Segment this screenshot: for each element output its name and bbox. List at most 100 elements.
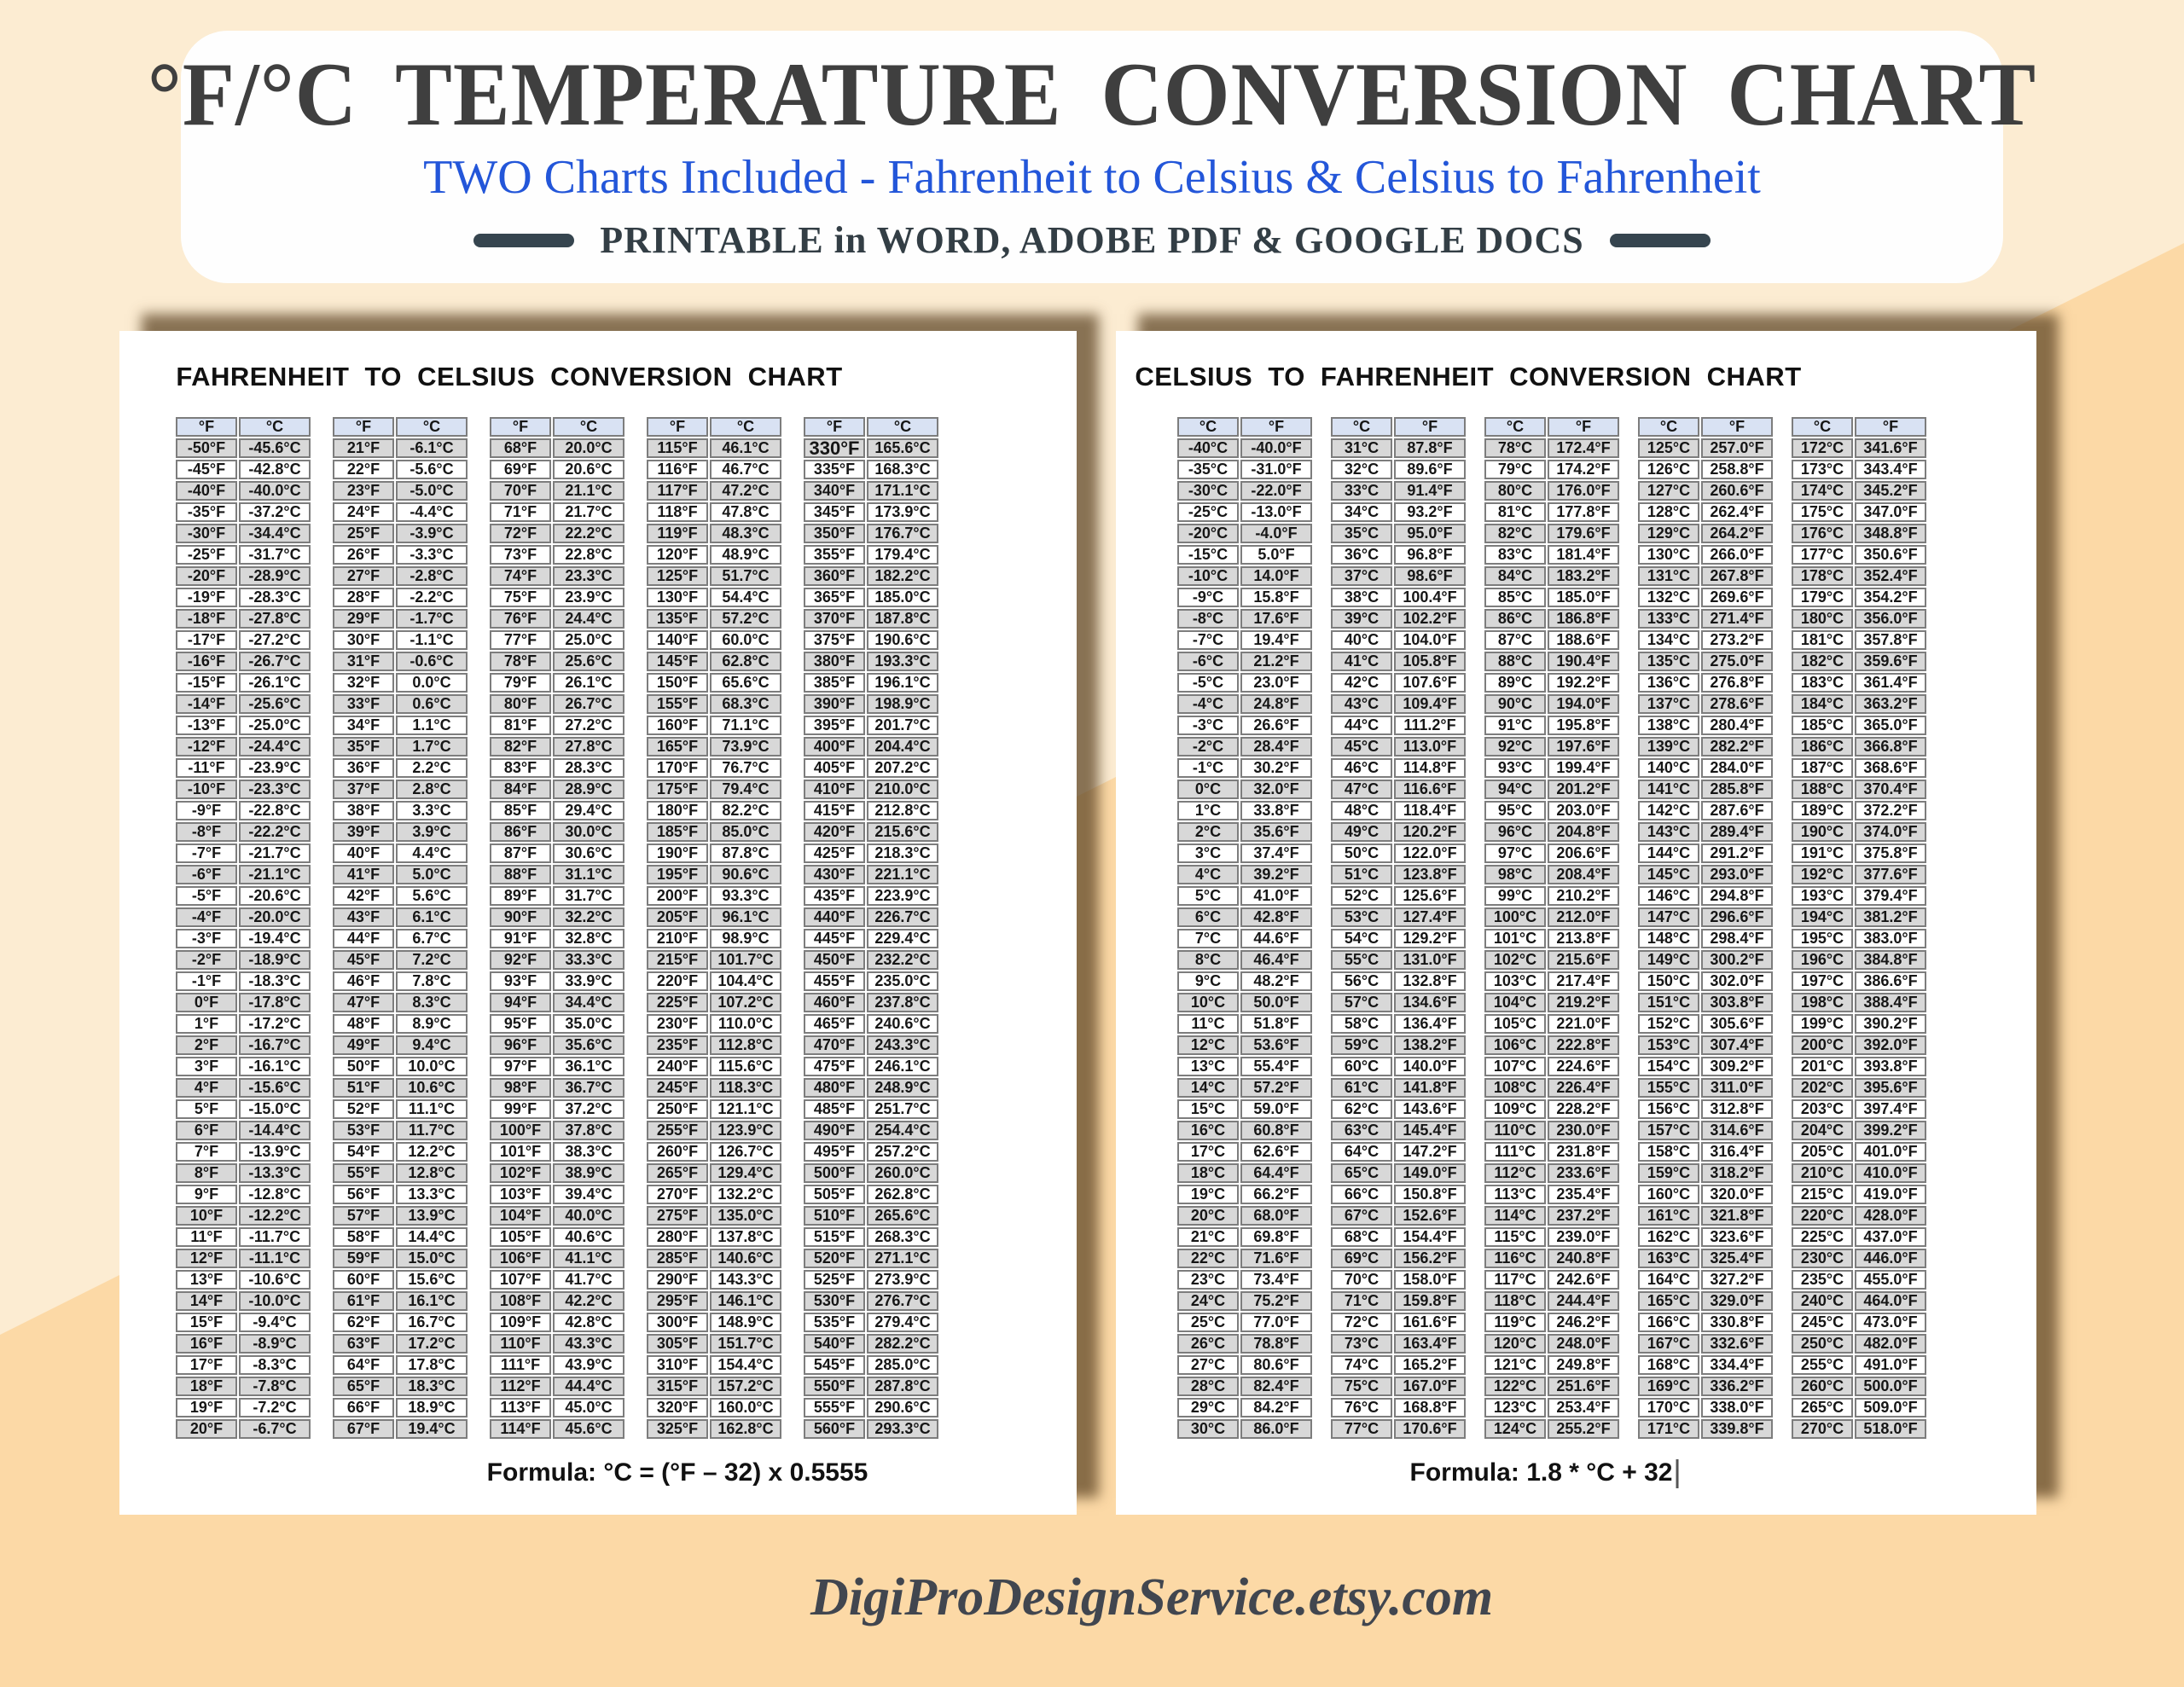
temp-cell: 314.6°F [1701,1121,1773,1140]
temp-cell: 2°C [1177,822,1239,842]
table-row: 7°C 44.6°F [1177,929,1312,948]
temp-cell: 179.4°C [867,545,938,565]
table-row: 4°C 39.2°F [1177,865,1312,884]
column-header-cell: °C [553,417,624,437]
temp-cell: 115.6°C [710,1057,781,1076]
temp-cell: 129.4°C [710,1163,781,1183]
table-row: 29°F -1.7°C [333,609,468,629]
table-row: 305°F 151.7°C [647,1334,781,1354]
temp-cell: 55°F [333,1163,394,1183]
table-row: 52°C 125.6°F [1331,886,1466,906]
table-row: 485°F 251.7°C [804,1099,938,1119]
temp-cell: 96.8°F [1394,545,1466,565]
temp-cell: -1.1°C [396,630,468,650]
table-row: 24°F -4.4°C [333,502,468,522]
table-row: 165°F 73.9°C [647,737,781,757]
temp-cell: 237.2°F [1548,1206,1619,1226]
temp-cell: -1.7°C [396,609,468,629]
temp-cell: 192°C [1792,865,1853,884]
temp-cell: 56°C [1331,971,1392,991]
temp-cell: 170°F [647,758,708,778]
table-row: 31°F -0.6°C [333,652,468,671]
temp-cell: -13.0°F [1240,502,1312,522]
table-row: 260°F 126.7°C [647,1142,781,1162]
table-row: 140°F 60.0°C [647,630,781,650]
table-row: 31°C 87.8°F [1331,438,1466,458]
temp-cell: 32.8°C [553,929,624,948]
table-row: 132°C 269.6°F [1638,588,1773,607]
temp-cell: 273.9°C [867,1270,938,1290]
table-row: 109°F 42.8°C [490,1313,624,1332]
temp-cell: 146°C [1638,886,1699,906]
temp-cell: 30.2°F [1240,758,1312,778]
table-row: 94°F 34.4°C [490,993,624,1012]
temp-cell: 230.0°F [1548,1121,1619,1140]
temp-cell: 45°C [1331,737,1392,757]
temp-cell: 110°F [490,1334,551,1354]
temp-cell: 20°C [1177,1206,1239,1226]
table-row: 9°F -12.8°C [176,1185,311,1204]
temp-cell: 395.6°F [1855,1078,1926,1098]
temp-cell: 117°C [1484,1270,1546,1290]
temp-cell: 51°F [333,1078,394,1098]
temp-cell: 134°C [1638,630,1699,650]
table-row: 520°F 271.1°C [804,1249,938,1268]
table-row: 550°F 287.8°C [804,1377,938,1396]
table-row: 220°F 104.4°C [647,971,781,991]
table-row: -6°C 21.2°F [1177,652,1312,671]
temp-cell: 42.8°F [1240,907,1312,927]
temp-cell: 555°F [804,1398,865,1417]
temp-cell: 59°F [333,1249,394,1268]
table-row: 440°F 226.7°C [804,907,938,927]
temp-cell: 126.7°C [710,1142,781,1162]
temp-cell: 316.4°F [1701,1142,1773,1162]
temp-cell: 119°F [647,524,708,543]
column-header-cell: °F [333,417,394,437]
temp-cell: 232.2°C [867,950,938,970]
temp-cell: 73.9°C [710,737,781,757]
table-row: 4°F -15.6°C [176,1078,311,1098]
temp-cell: 3.9°C [396,822,468,842]
temp-cell: -13.9°C [239,1142,311,1162]
table-row: 15°C 59.0°F [1177,1099,1312,1119]
temp-cell: 348.8°F [1855,524,1926,543]
table-row: 172°C 341.6°F [1792,438,1926,458]
temp-cell: 158°C [1638,1142,1699,1162]
table-row: 28°C 82.4°F [1177,1377,1312,1396]
temp-cell: 500.0°F [1855,1377,1926,1396]
temp-cell: 6.1°C [396,907,468,927]
table-row: 125°F 51.7°C [647,566,781,586]
temp-cell: 121.1°C [710,1099,781,1119]
temp-cell: -2°C [1177,737,1239,757]
table-row: 72°C 161.6°F [1331,1313,1466,1332]
temp-cell: 185.0°F [1548,588,1619,607]
table-row: 129°C 264.2°F [1638,524,1773,543]
temp-cell: 455.0°F [1855,1270,1926,1290]
celsius-to-fahrenheit-formula: Formula: 1.8 * °C + 32 [1410,1458,1679,1489]
table-row: -16°F -26.7°C [176,652,311,671]
temp-cell: 356.0°F [1855,609,1926,629]
temp-cell: 14.0°F [1240,566,1312,586]
table-row: 41°F 5.0°C [333,865,468,884]
table-row: 98°F 36.7°C [490,1078,624,1098]
conversion-table: °C °F 125°C 257.0°F 126°C 258.8°F 127°C 260.6°F… [1636,415,1774,1441]
temp-cell: 99°F [490,1099,551,1119]
table-row: 146°C 294.8°F [1638,886,1773,906]
table-row: 99°C 210.2°F [1484,886,1619,906]
table-row: 18°C 64.4°F [1177,1163,1312,1183]
temp-cell: 86°F [490,822,551,842]
table-row: 540°F 282.2°C [804,1334,938,1354]
table-row: 10°C 50.0°F [1177,993,1312,1012]
table-row: 140°C 284.0°F [1638,758,1773,778]
temp-cell: 60.0°C [710,630,781,650]
temp-cell: 175°F [647,780,708,799]
temp-cell: 61°C [1331,1078,1392,1098]
column-header-cell: °F [1394,417,1466,437]
table-row: 395°F 201.7°C [804,716,938,735]
table-row: 55°C 131.0°F [1331,950,1466,970]
temp-cell: 20°F [176,1419,237,1439]
table-row: 181°C 357.8°F [1792,630,1926,650]
conversion-table: °C °F -40°C -40.0°F -35°C -31.0°F -30°C -22.0°F… [1176,415,1314,1441]
temp-cell: 163.4°F [1394,1334,1466,1354]
temp-cell: 14°C [1177,1078,1239,1098]
